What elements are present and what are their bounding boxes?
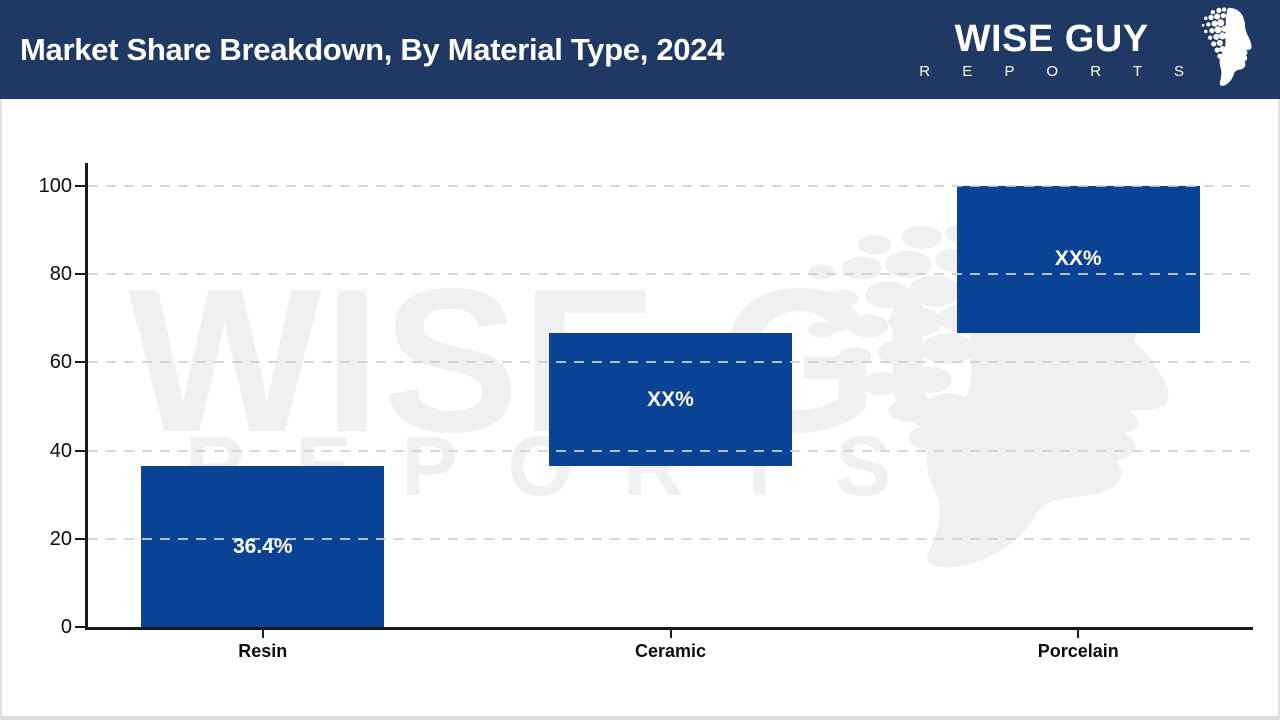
y-tick-40 <box>75 449 88 452</box>
y-tick-20 <box>75 537 88 540</box>
gridline-60 <box>88 361 1253 364</box>
logo-text: WISE GUY R E P O R T S <box>905 20 1198 79</box>
x-tick-resin <box>261 627 264 638</box>
page-title: Market Share Breakdown, By Material Type… <box>20 31 725 67</box>
x-label-resin: Resin <box>238 641 288 661</box>
y-tick-60 <box>75 361 88 364</box>
gridline-20 <box>88 537 1253 540</box>
x-tick-porcelain <box>1077 627 1080 638</box>
y-tick-0 <box>75 626 88 628</box>
y-tick-label-20: 20 <box>49 527 72 550</box>
y-tick-label-0: 0 <box>60 616 72 638</box>
gridline-80 <box>88 273 1253 276</box>
y-tick-label-80: 80 <box>49 263 72 286</box>
logo-subtitle: R E P O R T S <box>919 63 1198 80</box>
x-label-ceramic: Ceramic <box>634 641 707 661</box>
header-band: Market Share Breakdown, By Material Type… <box>0 0 1280 99</box>
x-axis-line <box>85 627 1253 630</box>
y-tick-100 <box>75 185 88 187</box>
y-tick-80 <box>75 273 88 276</box>
bar-porcelain <box>956 186 1200 333</box>
bar-resin <box>141 466 385 627</box>
bar-ceramic <box>549 332 792 467</box>
logo-wordmark: WISE GUY <box>954 18 1149 60</box>
gridline-40 <box>88 449 1253 452</box>
x-tick-ceramic <box>669 627 672 638</box>
gridline-100 <box>88 185 1253 187</box>
wise-guy-reports-logo: WISE GUY R E P O R T S <box>905 6 1268 94</box>
y-tick-label-100: 100 <box>38 175 72 197</box>
y-tick-label-40: 40 <box>49 439 72 462</box>
y-axis-line <box>85 163 88 630</box>
x-label-porcelain: Porcelain <box>1037 641 1119 661</box>
bar-label-resin: 36.4% <box>232 534 293 558</box>
bar-label-ceramic: XX% <box>647 387 694 411</box>
y-tick-label-60: 60 <box>49 351 72 374</box>
bar-label-porcelain: XX% <box>1054 247 1102 271</box>
